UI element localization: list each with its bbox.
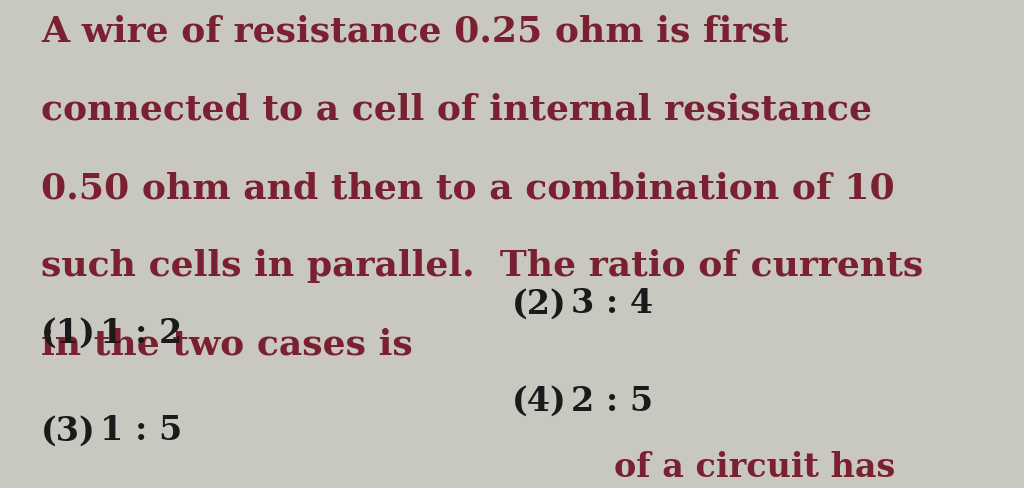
Text: (4): (4) [512, 385, 566, 417]
Text: 1 : 2: 1 : 2 [100, 316, 182, 349]
Text: connected to a cell of internal resistance: connected to a cell of internal resistan… [41, 93, 872, 127]
Text: A wire of resistance 0.25 ohm is first: A wire of resistance 0.25 ohm is first [41, 15, 788, 49]
Text: of a circuit has: of a circuit has [614, 450, 896, 483]
Text: (2): (2) [512, 287, 566, 320]
Text: such cells in parallel.  The ratio of currents: such cells in parallel. The ratio of cur… [41, 249, 924, 283]
Text: 0.50 ohm and then to a combination of 10: 0.50 ohm and then to a combination of 10 [41, 171, 895, 205]
Text: 3 : 4: 3 : 4 [571, 287, 653, 320]
Text: (3): (3) [41, 414, 95, 447]
Text: 1 : 5: 1 : 5 [100, 414, 182, 447]
Text: (1): (1) [41, 316, 96, 349]
Text: in the two cases is: in the two cases is [41, 327, 413, 361]
Text: 2 : 5: 2 : 5 [571, 385, 653, 417]
